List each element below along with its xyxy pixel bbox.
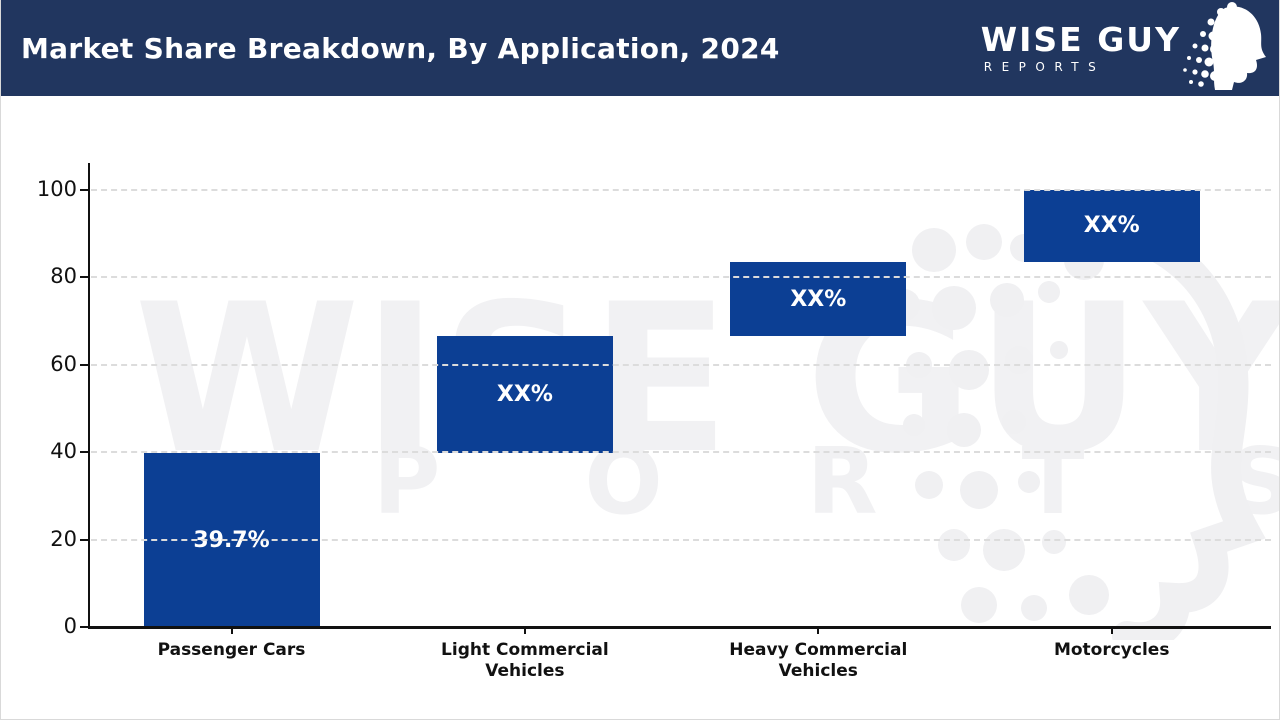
wiseguy-head-watermark-icon [859, 200, 1279, 653]
gridline [91, 538, 1271, 541]
bar-value-label: XX% [790, 286, 847, 312]
x-tick-mark [523, 627, 526, 634]
y-tick-label: 60 [50, 351, 77, 376]
y-tick-mark [80, 538, 88, 541]
y-tick-label: 80 [50, 264, 77, 288]
x-axis-spine [88, 626, 1271, 629]
y-tick-mark [80, 188, 88, 191]
y-tick-mark [80, 276, 88, 278]
x-tick-mark [230, 627, 233, 634]
y-axis-spine [88, 163, 90, 629]
header-bar: Market Share Breakdown, By Application, … [1, 0, 1279, 96]
logo-subtitle: REPORTS [983, 59, 1106, 74]
y-tick-mark [80, 363, 88, 366]
gridline [91, 363, 1271, 366]
x-category-label: Heavy Commercial Vehicles [729, 640, 908, 682]
gridline [91, 451, 1271, 453]
watermark-text-line1: WISE GUY [134, 261, 1280, 499]
wiseguy-logo: WISE GUY REPORTS [981, 2, 1267, 94]
x-tick-mark [817, 627, 820, 634]
x-tick-mark [1110, 627, 1113, 634]
page-title: Market Share Breakdown, By Application, … [21, 31, 780, 65]
bar-value-label: XX% [496, 382, 553, 408]
y-tick-label: 40 [50, 439, 77, 463]
x-category-label: Passenger Cars [157, 640, 306, 660]
y-tick-label: 20 [50, 526, 77, 551]
bar-segment: XX% [436, 336, 613, 454]
y-tick-mark [80, 626, 88, 628]
wiseguy-head-icon [1175, 2, 1267, 94]
y-tick-label: 0 [63, 614, 77, 638]
x-category-label: Light Commercial Vehicles [441, 640, 609, 682]
gridline [91, 188, 1271, 191]
gridline [91, 276, 1271, 278]
bar-segment: XX% [730, 262, 907, 337]
logo-wordmark: WISE GUY [980, 19, 1181, 59]
bar-value-label: XX% [1083, 213, 1140, 239]
logo-text: WISE GUY REPORTS [981, 23, 1181, 74]
y-tick-label: 100 [36, 176, 77, 201]
bar-segment: XX% [1023, 189, 1200, 263]
x-category-label: Motorcycles [1053, 640, 1170, 660]
y-tick-mark [80, 451, 88, 453]
